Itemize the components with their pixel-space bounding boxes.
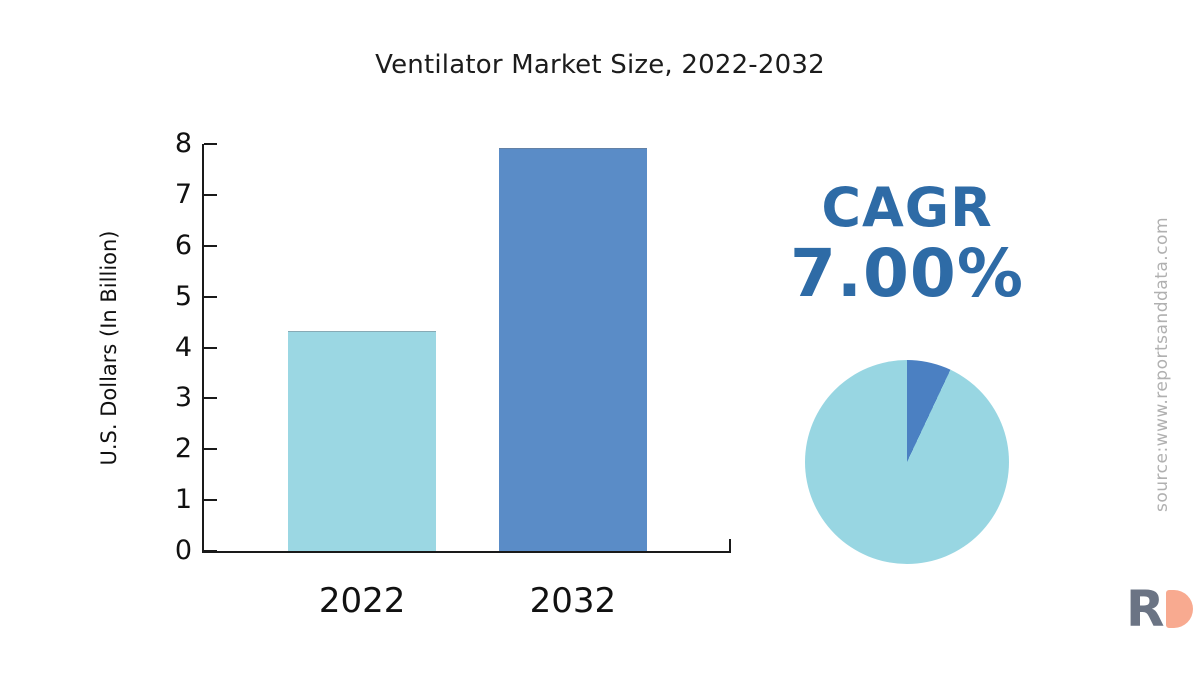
y-tick-label: 0 [174, 535, 192, 566]
y-tick-label: 5 [174, 280, 192, 312]
y-tick-mark [204, 295, 217, 298]
y-tick-mark [204, 193, 217, 196]
y-tick-label: 4 [174, 331, 192, 363]
source-watermark: source:www.reportsanddata.com [1152, 217, 1172, 513]
reportsanddata-logo: R [1126, 580, 1193, 638]
y-tick-label: 1 [174, 484, 192, 516]
y-tick-label: 8 [174, 128, 192, 159]
x-tick-label-2032: 2032 [529, 581, 617, 621]
logo-letter-r: R [1126, 580, 1164, 638]
chart-title: Ventilator Market Size, 2022-2032 [375, 50, 825, 80]
y-tick-mark [204, 550, 217, 552]
bar-2022 [288, 331, 437, 551]
x-tick-label-2022: 2022 [318, 581, 406, 621]
cagr-label: CAGR [821, 176, 993, 239]
logo-letter-d-shape [1165, 590, 1193, 628]
y-tick-mark [204, 346, 217, 349]
y-tick-label: 7 [174, 178, 192, 210]
y-tick-label: 3 [174, 382, 192, 414]
y-tick-mark [204, 244, 217, 247]
y-tick-mark [204, 397, 217, 400]
y-tick-mark [204, 499, 217, 502]
cagr-value: 7.00% [790, 235, 1024, 313]
cagr-pie-chart [805, 360, 1009, 564]
y-tick-label: 6 [174, 229, 192, 261]
cagr-block: CAGR 7.00% [757, 178, 1057, 309]
y-axis-title: U.S. Dollars (In Billion) [97, 230, 121, 465]
y-tick-mark [204, 143, 217, 145]
y-tick-label: 2 [174, 433, 192, 465]
bar-2032 [498, 148, 647, 551]
y-tick-mark [204, 448, 217, 451]
bar-plot-area: U.S. Dollars (In Billion) 0 1 2 3 4 5 6 7 8 2022 2… [97, 129, 731, 621]
